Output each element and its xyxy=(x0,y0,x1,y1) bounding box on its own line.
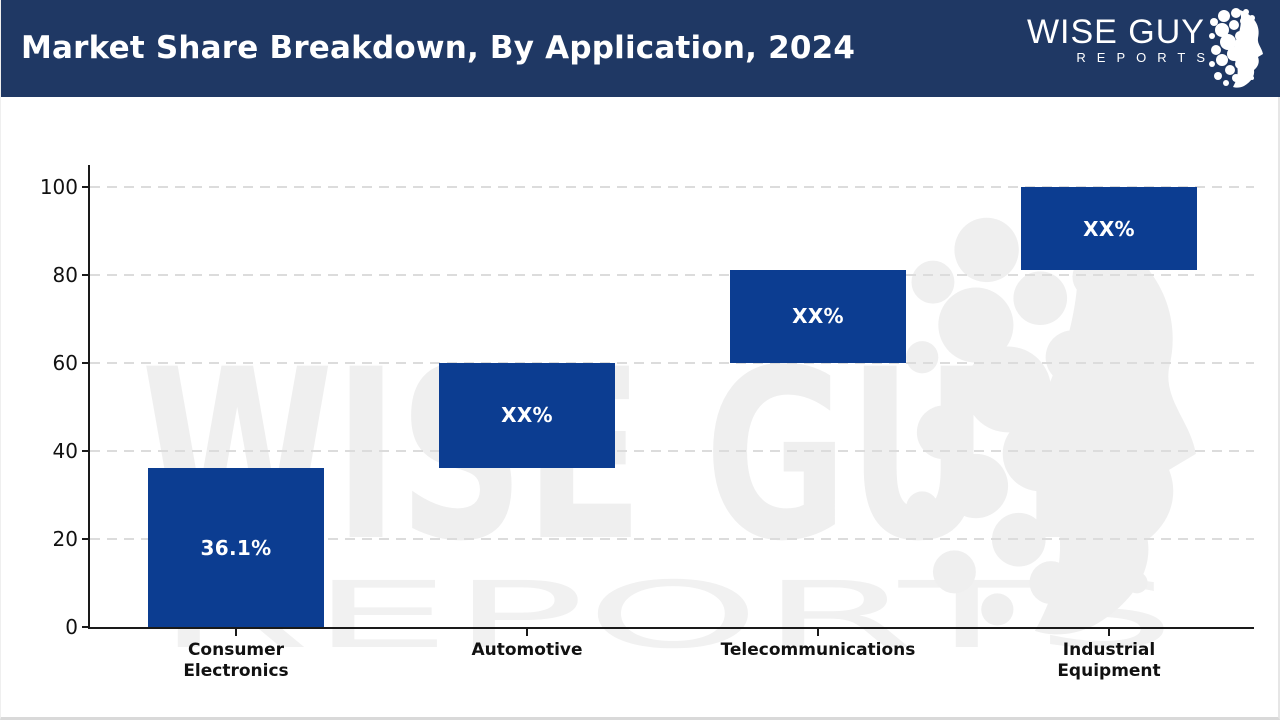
y-tick-label: 0 xyxy=(65,615,78,639)
brand-logo: WISE GUY REPORTS xyxy=(1011,8,1267,90)
watermark-face-icon xyxy=(906,207,1196,635)
x-category-label: Automotive xyxy=(471,640,583,660)
bar: XX% xyxy=(439,362,615,469)
page-title: Market Share Breakdown, By Application, … xyxy=(21,30,856,66)
x-category-label: Consumer Electronics xyxy=(183,640,289,681)
x-category-label: Industrial Equipment xyxy=(1057,640,1161,681)
chart-plot-area: WISE GUY REPORTS 36.1% XX% XX% XX% 0 20 40 60 8… xyxy=(1,97,1280,717)
bar-value-label: 36.1% xyxy=(200,535,272,560)
y-tick-mark xyxy=(82,186,90,188)
gridline xyxy=(90,538,1254,540)
bar: 36.1% xyxy=(148,468,324,627)
bar-value-label: XX% xyxy=(1083,216,1135,241)
x-category-label: Telecommunications xyxy=(720,640,916,660)
x-axis-spine xyxy=(88,627,1254,629)
header-band: Market Share Breakdown, By Application, … xyxy=(1,0,1280,97)
y-tick-mark xyxy=(82,626,90,628)
y-tick-mark xyxy=(82,274,90,276)
brand-subtitle: REPORTS xyxy=(1076,50,1216,65)
y-tick-label: 60 xyxy=(52,351,78,375)
gridline xyxy=(90,362,1254,364)
y-tick-label: 100 xyxy=(39,175,78,199)
bar-value-label: XX% xyxy=(792,304,844,329)
y-tick-mark xyxy=(82,450,90,452)
brand-text: WISE GUY REPORTS xyxy=(1027,14,1205,66)
gridline xyxy=(90,186,1254,188)
y-tick-mark xyxy=(82,362,90,364)
gridline xyxy=(90,274,1254,276)
y-tick-label: 40 xyxy=(52,439,78,463)
bar: XX% xyxy=(730,270,906,363)
brand-name: WISE GUY xyxy=(1026,13,1205,51)
y-axis-spine xyxy=(88,165,90,629)
wiseguy-face-icon xyxy=(1209,8,1263,88)
y-tick-mark xyxy=(82,538,90,540)
bar-value-label: XX% xyxy=(501,403,553,428)
gridline xyxy=(90,450,1254,452)
y-tick-label: 20 xyxy=(52,527,78,551)
x-tick-mark xyxy=(235,627,237,636)
y-tick-label: 80 xyxy=(52,263,78,287)
x-tick-mark xyxy=(817,627,819,636)
x-tick-mark xyxy=(1108,627,1110,636)
bar: XX% xyxy=(1021,187,1197,271)
x-tick-mark xyxy=(526,627,528,636)
